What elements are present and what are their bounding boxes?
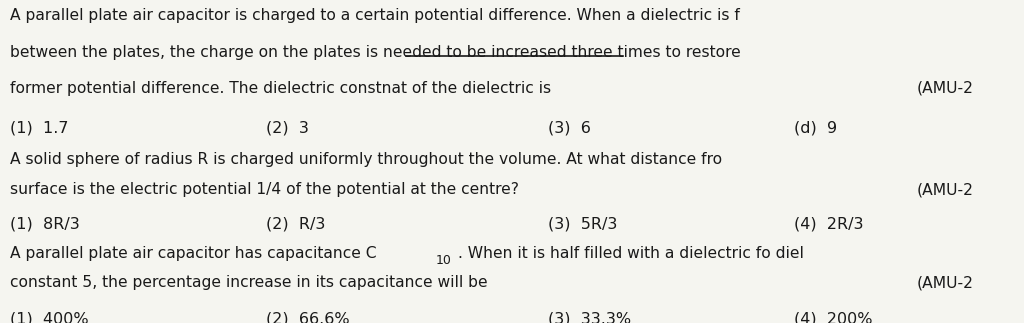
Text: surface is the electric potential 1/4 of the potential at the centre?: surface is the electric potential 1/4 of… xyxy=(10,182,519,197)
Text: (3)  6: (3) 6 xyxy=(548,121,591,136)
Text: (3)  5R/3: (3) 5R/3 xyxy=(548,217,617,232)
Text: (1)  400%: (1) 400% xyxy=(10,311,89,323)
Text: A parallel plate air capacitor is charged to a certain potential difference. Whe: A parallel plate air capacitor is charge… xyxy=(10,8,740,23)
Text: (3)  33.3%: (3) 33.3% xyxy=(548,311,631,323)
Text: (4)  2R/3: (4) 2R/3 xyxy=(794,217,863,232)
Text: 10: 10 xyxy=(435,254,452,267)
Text: (1)  8R/3: (1) 8R/3 xyxy=(10,217,80,232)
Text: between the plates, the charge on the plates is needed to be increased three tim: between the plates, the charge on the pl… xyxy=(10,45,741,59)
Text: (1)  1.7: (1) 1.7 xyxy=(10,121,69,136)
Text: (2)  R/3: (2) R/3 xyxy=(266,217,326,232)
Text: (AMU-2: (AMU-2 xyxy=(916,81,974,96)
Text: A solid sphere of radius R is charged uniformly throughout the volume. At what d: A solid sphere of radius R is charged un… xyxy=(10,151,722,167)
Text: (2)  66.6%: (2) 66.6% xyxy=(266,311,350,323)
Text: (AMU-2: (AMU-2 xyxy=(916,182,974,197)
Text: A parallel plate air capacitor has capacitance C: A parallel plate air capacitor has capac… xyxy=(10,246,377,261)
Text: (4)  200%: (4) 200% xyxy=(794,311,872,323)
Text: former potential difference. The dielectric constnat of the dielectric is: former potential difference. The dielect… xyxy=(10,81,551,96)
Text: (AMU-2: (AMU-2 xyxy=(916,276,974,290)
Text: . When it is half filled with a dielectric fo diel: . When it is half filled with a dielectr… xyxy=(458,246,804,261)
Text: (2)  3: (2) 3 xyxy=(266,121,309,136)
Text: constant 5, the percentage increase in its capacitance will be: constant 5, the percentage increase in i… xyxy=(10,276,487,290)
Text: (d)  9: (d) 9 xyxy=(794,121,837,136)
